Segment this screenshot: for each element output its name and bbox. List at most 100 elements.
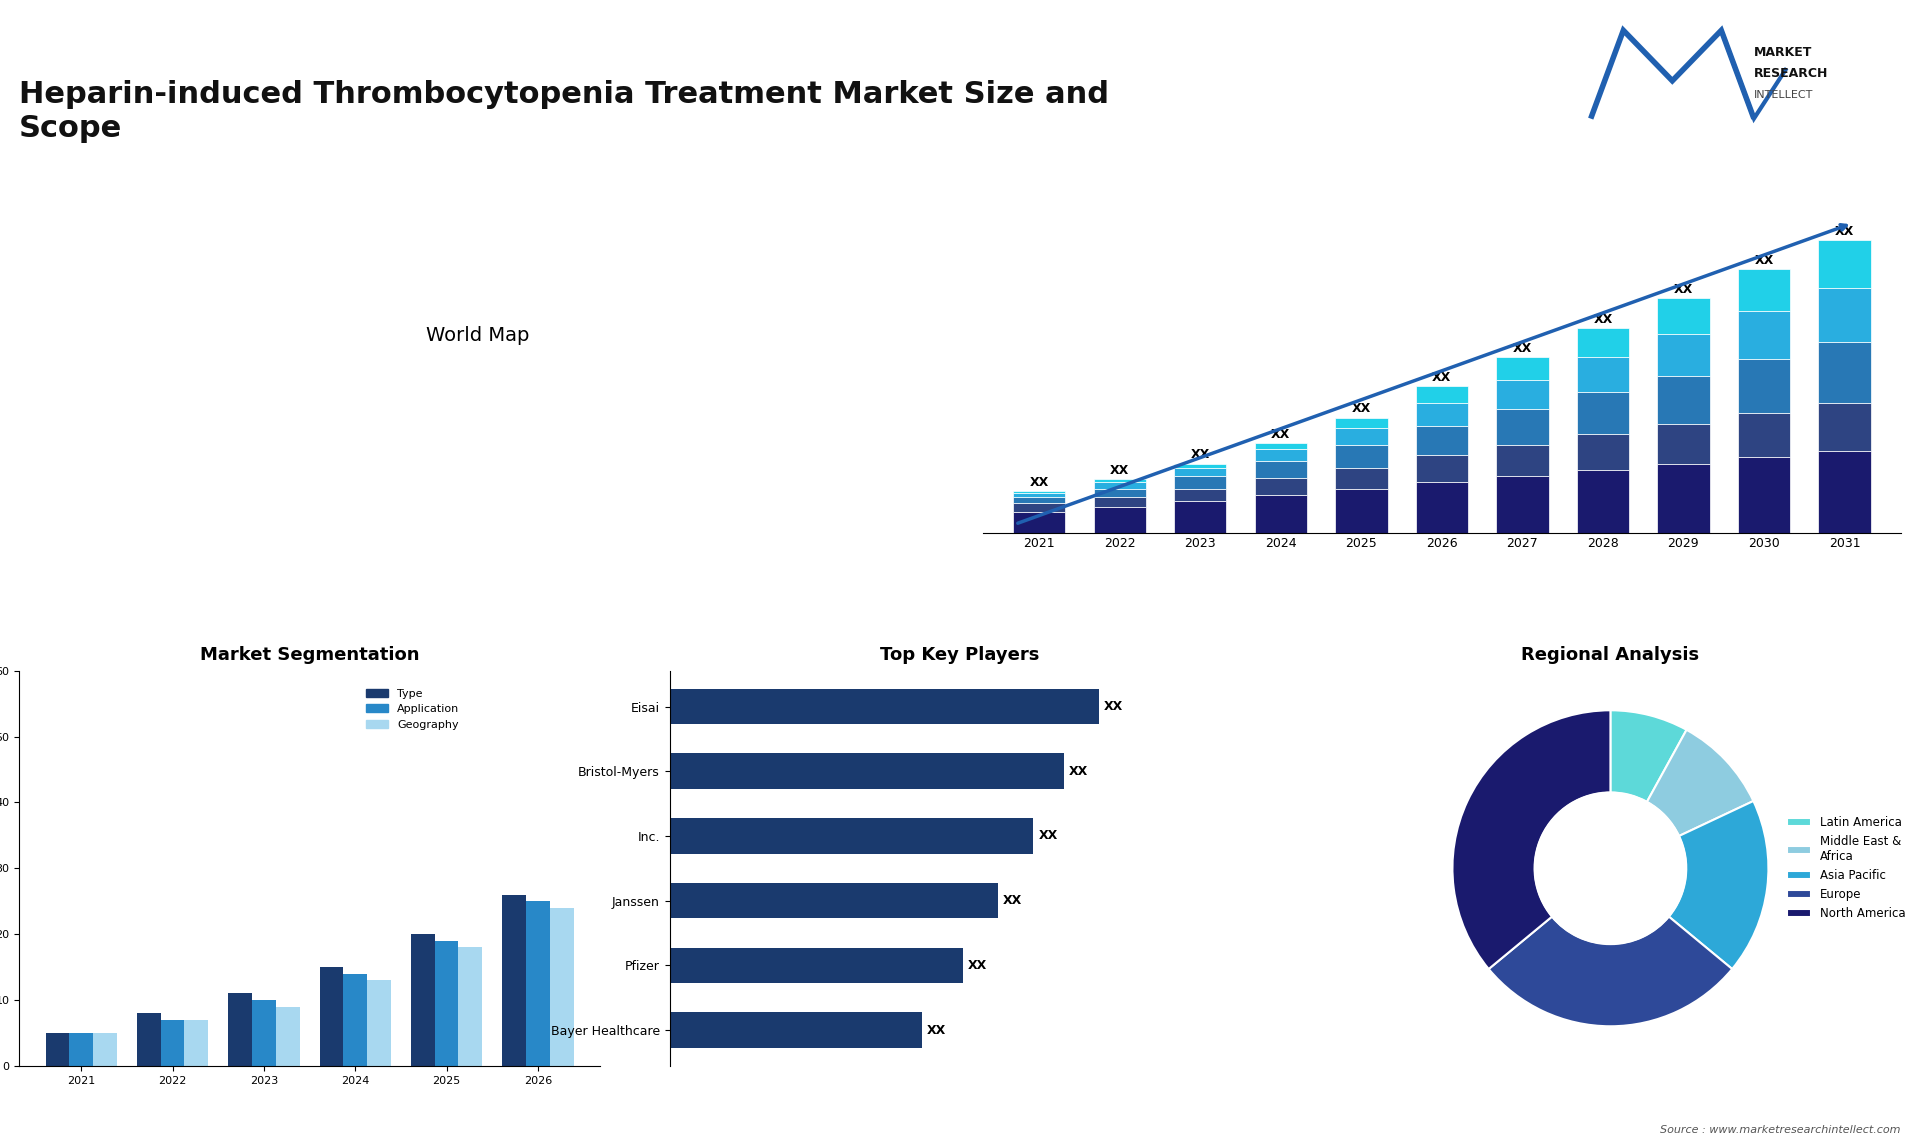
Bar xyxy=(1415,426,1469,455)
Bar xyxy=(1334,417,1388,427)
Text: Heparin-induced Thrombocytopenia Treatment Market Size and
Scope: Heparin-induced Thrombocytopenia Treatme… xyxy=(19,80,1110,143)
Bar xyxy=(1415,386,1469,403)
Bar xyxy=(1415,403,1469,426)
Bar xyxy=(1254,449,1308,462)
Bar xyxy=(1657,463,1709,533)
Bar xyxy=(1094,488,1146,497)
Bar xyxy=(1334,468,1388,488)
Bar xyxy=(670,818,1033,854)
Bar xyxy=(670,689,1098,724)
Bar xyxy=(1576,470,1628,533)
Legend: Latin America, Middle East &
Africa, Asia Pacific, Europe, North America: Latin America, Middle East & Africa, Asi… xyxy=(1782,811,1910,925)
Text: XX: XX xyxy=(1104,700,1123,713)
Legend: Type, Application, Geography: Type, Application, Geography xyxy=(361,684,465,735)
Bar xyxy=(228,994,252,1066)
Bar xyxy=(670,753,1064,788)
Bar xyxy=(1496,409,1549,445)
Text: World Map: World Map xyxy=(426,325,530,345)
Text: XX: XX xyxy=(1352,402,1371,416)
Bar xyxy=(526,901,549,1066)
Wedge shape xyxy=(1611,711,1686,802)
Bar xyxy=(434,941,459,1066)
Bar xyxy=(670,948,962,983)
Bar xyxy=(1496,445,1549,476)
Bar xyxy=(1496,356,1549,380)
Bar xyxy=(1576,392,1628,434)
Bar xyxy=(1657,298,1709,333)
Bar xyxy=(1657,333,1709,376)
Bar xyxy=(1175,488,1227,501)
Bar xyxy=(1738,359,1789,414)
Bar xyxy=(319,967,344,1066)
Text: XX: XX xyxy=(1594,313,1613,325)
Bar xyxy=(1818,452,1870,533)
Wedge shape xyxy=(1488,917,1732,1027)
Bar xyxy=(1254,462,1308,478)
Bar xyxy=(1254,495,1308,533)
Bar xyxy=(344,974,367,1066)
Text: XX: XX xyxy=(1432,371,1452,384)
Title: Regional Analysis: Regional Analysis xyxy=(1521,645,1699,664)
Text: XX: XX xyxy=(968,959,987,972)
Bar xyxy=(1014,511,1066,533)
Bar xyxy=(1818,240,1870,288)
Text: XX: XX xyxy=(1674,283,1693,297)
Bar xyxy=(136,1013,161,1066)
Title: Market Segmentation: Market Segmentation xyxy=(200,645,419,664)
Bar xyxy=(1334,488,1388,533)
Wedge shape xyxy=(1452,711,1611,970)
Bar xyxy=(1014,503,1066,511)
Bar xyxy=(1415,455,1469,482)
Bar xyxy=(1818,403,1870,452)
Bar xyxy=(459,948,482,1066)
Bar xyxy=(1175,468,1227,476)
Bar xyxy=(1415,482,1469,533)
Bar xyxy=(252,1000,276,1066)
Text: XX: XX xyxy=(1069,764,1089,778)
Bar xyxy=(1738,457,1789,533)
Bar xyxy=(670,882,998,918)
Bar xyxy=(1175,463,1227,468)
Bar xyxy=(1657,376,1709,424)
Text: MARKET: MARKET xyxy=(1753,46,1812,58)
Bar xyxy=(549,908,574,1066)
Text: XX: XX xyxy=(1513,342,1532,355)
Bar xyxy=(1496,476,1549,533)
Bar xyxy=(1094,508,1146,533)
Text: Source : www.marketresearchintellect.com: Source : www.marketresearchintellect.com xyxy=(1661,1124,1901,1135)
Bar xyxy=(1818,288,1870,343)
Bar xyxy=(1334,445,1388,468)
Bar xyxy=(1175,501,1227,533)
Wedge shape xyxy=(1647,730,1753,835)
Bar xyxy=(276,1006,300,1066)
Text: XX: XX xyxy=(927,1023,947,1036)
Title: Top Key Players: Top Key Players xyxy=(879,645,1041,664)
Text: XX: XX xyxy=(1836,225,1855,238)
Wedge shape xyxy=(1668,801,1768,970)
Bar xyxy=(1334,427,1388,445)
Bar xyxy=(1094,482,1146,488)
Bar xyxy=(1576,434,1628,470)
Bar xyxy=(1576,328,1628,356)
Text: XX: XX xyxy=(1190,448,1210,462)
Bar xyxy=(367,980,392,1066)
Bar xyxy=(1014,490,1066,493)
Bar xyxy=(1738,269,1789,311)
Bar xyxy=(184,1020,207,1066)
Bar xyxy=(1175,476,1227,488)
Bar xyxy=(1738,414,1789,457)
Text: XX: XX xyxy=(1755,254,1774,267)
Bar xyxy=(1094,497,1146,508)
Text: XX: XX xyxy=(1039,830,1058,842)
Bar xyxy=(1738,311,1789,359)
Bar xyxy=(1496,380,1549,409)
Bar xyxy=(1014,497,1066,503)
Bar xyxy=(69,1033,92,1066)
Text: INTELLECT: INTELLECT xyxy=(1753,91,1812,101)
Text: RESEARCH: RESEARCH xyxy=(1753,66,1828,80)
Bar xyxy=(1818,343,1870,403)
Text: XX: XX xyxy=(1110,464,1129,477)
Bar xyxy=(670,1012,922,1047)
Circle shape xyxy=(1534,792,1686,944)
Bar xyxy=(1094,479,1146,482)
